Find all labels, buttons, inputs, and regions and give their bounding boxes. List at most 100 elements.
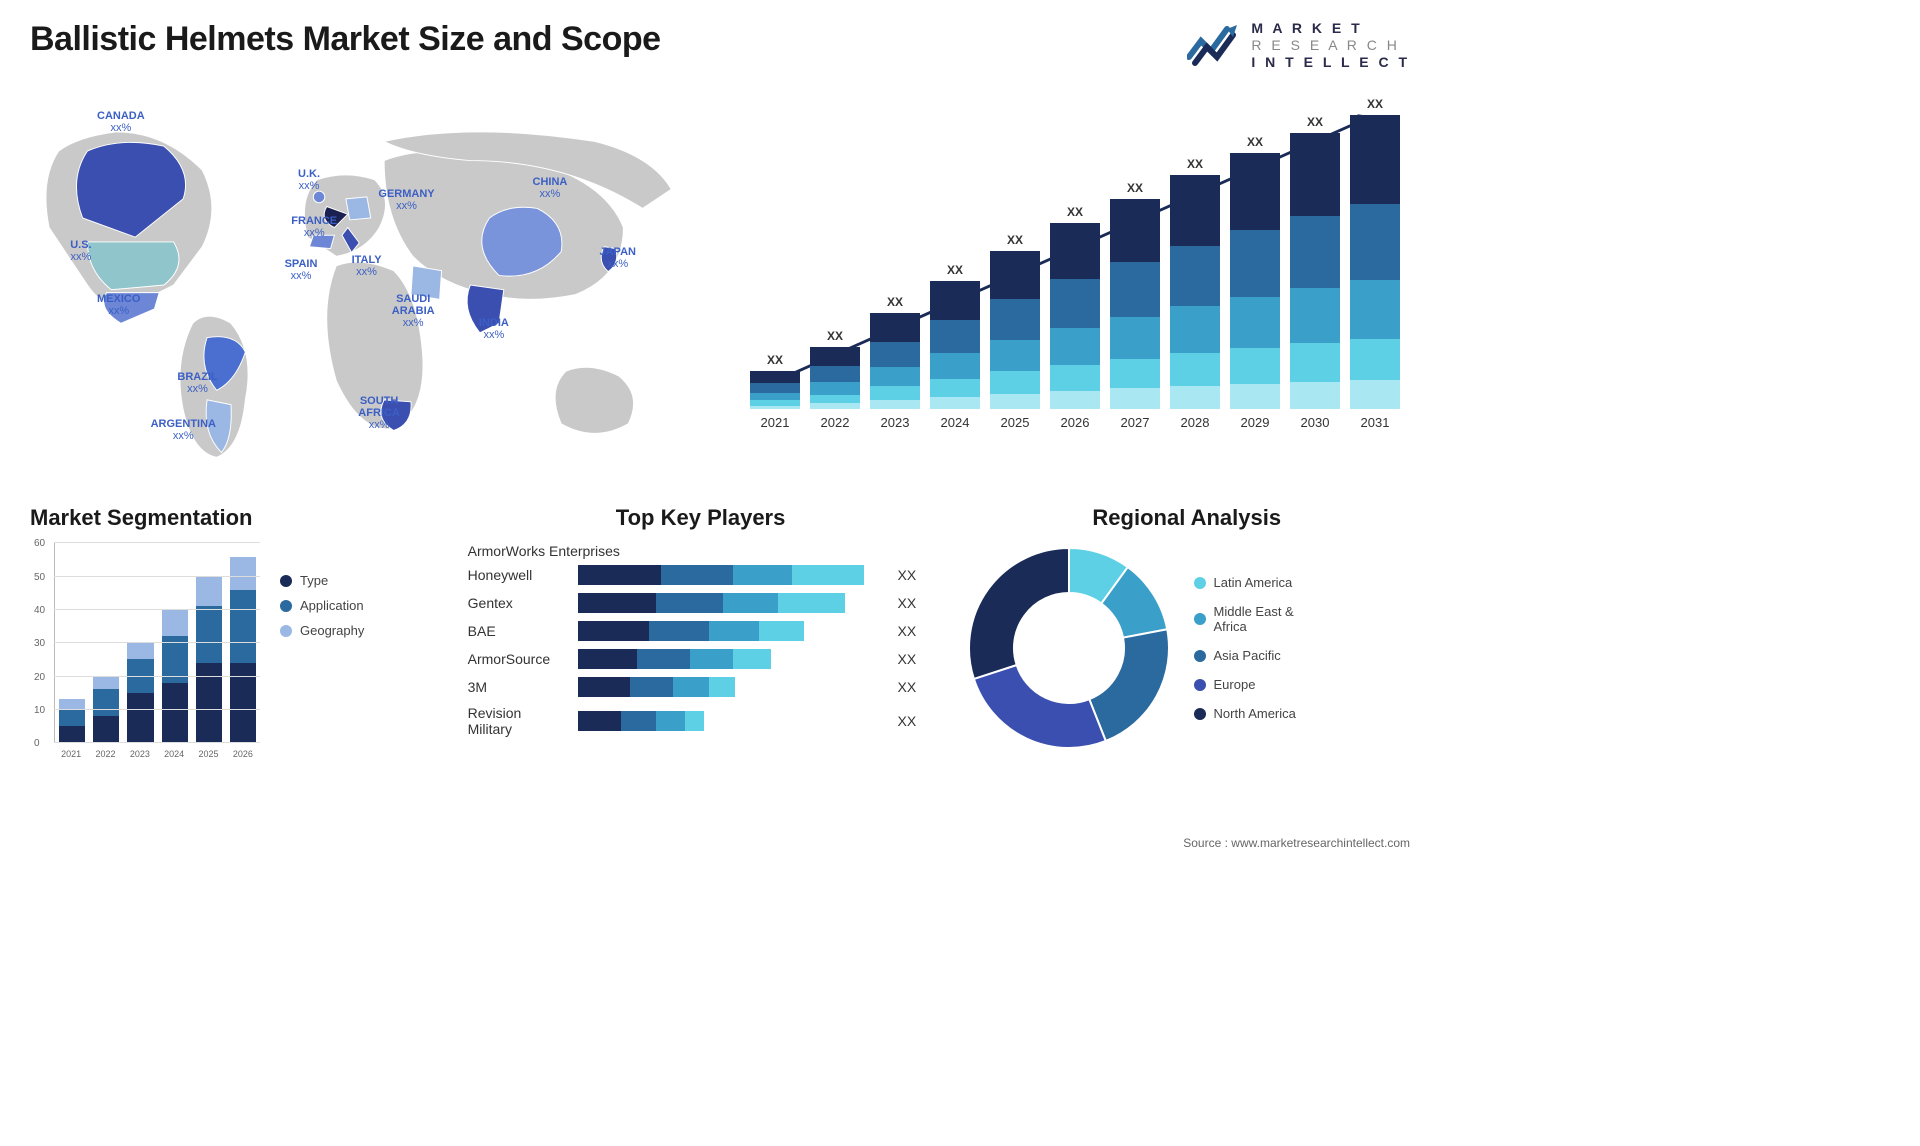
growth-bar-label: XX	[1187, 157, 1203, 171]
seg-legend-item: Geography	[280, 623, 364, 638]
kp-value: XX	[898, 679, 934, 695]
growth-year-label: 2028	[1181, 415, 1210, 430]
growth-year-label: 2031	[1361, 415, 1390, 430]
kp-value: XX	[898, 713, 934, 729]
kp-seg	[578, 711, 621, 731]
growth-seg	[870, 400, 920, 410]
map-uk	[313, 192, 324, 203]
growth-bar-stack	[1050, 223, 1100, 409]
growth-bar-stack	[1110, 199, 1160, 409]
growth-seg	[870, 367, 920, 386]
kp-seg	[578, 593, 657, 613]
kp-seg	[733, 649, 771, 669]
kp-bar	[578, 649, 888, 669]
growth-bar-stack	[810, 347, 860, 409]
kp-value: XX	[898, 651, 934, 667]
kp-seg	[656, 711, 685, 731]
growth-seg	[1290, 343, 1340, 382]
legend-dot-icon	[1194, 679, 1206, 691]
key-players-rows: HoneywellXX GentexXX BAE XX ArmorSource XX 3M X…	[468, 565, 934, 737]
logo-line1: M A R K E T	[1251, 20, 1410, 37]
growth-bar-label: XX	[1367, 97, 1383, 111]
growth-seg	[1110, 199, 1160, 262]
growth-bar-label: XX	[947, 263, 963, 277]
growth-seg	[930, 397, 980, 410]
kp-bar	[578, 621, 888, 641]
seg-xtick: 2021	[61, 749, 81, 759]
seg-ytick: 20	[34, 672, 45, 683]
growth-bar-label: XX	[1247, 135, 1263, 149]
kp-seg	[621, 711, 657, 731]
growth-bar-stack	[1170, 175, 1220, 409]
growth-bar-stack	[1230, 153, 1280, 409]
growth-seg	[1170, 175, 1220, 245]
growth-seg	[1050, 391, 1100, 410]
kp-name: 3M	[468, 679, 568, 695]
growth-bar-2027: XX2027	[1110, 181, 1160, 430]
kp-value: XX	[898, 623, 934, 639]
legend-label: Latin America	[1214, 575, 1293, 590]
seg-segment	[93, 676, 119, 689]
legend-dot-icon	[280, 625, 292, 637]
kp-name: BAE	[468, 623, 568, 639]
map-label-south-africa: SOUTHAFRICAxx%	[358, 395, 400, 431]
map-label-argentina: ARGENTINAxx%	[151, 418, 216, 442]
growth-bar-2028: XX 2028	[1170, 157, 1220, 430]
legend-label: Middle East &Africa	[1214, 604, 1294, 634]
growth-bar-stack	[1350, 115, 1400, 409]
growth-seg	[750, 406, 800, 410]
growth-seg	[1350, 115, 1400, 203]
legend-dot-icon	[1194, 708, 1206, 720]
kp-seg	[637, 649, 689, 669]
key-players-panel: Top Key Players ArmorWorks Enterprises H…	[468, 505, 934, 763]
growth-seg	[1290, 288, 1340, 343]
regional-legend: Latin AmericaMiddle East &AfricaAsia Pac…	[1194, 575, 1296, 721]
legend-dot-icon	[1194, 650, 1206, 662]
seg-gridline	[54, 742, 260, 743]
map-label-saudi-arabia: SAUDIARABIAxx%	[392, 293, 435, 329]
map-label-france: FRANCExx%	[291, 215, 337, 239]
growth-seg	[750, 393, 800, 401]
map-label-spain: SPAINxx%	[285, 258, 318, 282]
seg-segment	[230, 590, 256, 663]
segmentation-chart: 0102030405060202120222023202420252026	[30, 543, 260, 763]
growth-seg	[1230, 384, 1280, 410]
growth-bar-2031: XX 2031	[1350, 97, 1400, 430]
seg-ytick: 40	[34, 605, 45, 616]
regional-panel: Regional Analysis Latin AmericaMiddle Ea…	[964, 505, 1410, 763]
kp-value: XX	[898, 595, 934, 611]
growth-seg	[990, 371, 1040, 393]
seg-gridline	[54, 576, 260, 577]
regional-legend-item: Europe	[1194, 677, 1296, 692]
growth-bar-2025: XX2025	[990, 233, 1040, 430]
growth-seg	[1230, 297, 1280, 348]
seg-segment	[127, 643, 153, 660]
kp-row-gentex: GentexXX	[468, 593, 934, 613]
legend-dot-icon	[280, 600, 292, 612]
seg-xtick: 2024	[164, 749, 184, 759]
donut-slice-europe	[973, 665, 1105, 748]
seg-segment	[196, 663, 222, 743]
growth-year-label: 2026	[1061, 415, 1090, 430]
kp-seg	[709, 677, 735, 697]
legend-label: Europe	[1214, 677, 1256, 692]
legend-label: Geography	[300, 623, 364, 638]
regional-legend-item: North America	[1194, 706, 1296, 721]
growth-bars: XX2021XX2022XX2023XX2024XX2025XX2026XX20…	[740, 100, 1410, 430]
growth-seg	[1170, 246, 1220, 307]
growth-seg	[990, 394, 1040, 410]
kp-seg	[649, 621, 709, 641]
kp-seg	[630, 677, 673, 697]
growth-seg	[1050, 223, 1100, 279]
legend-label: Type	[300, 573, 328, 588]
growth-bar-label: XX	[1007, 233, 1023, 247]
kp-row-3m: 3M XX	[468, 677, 934, 697]
logo-line3: I N T E L L E C T	[1251, 54, 1410, 71]
kp-seg	[733, 565, 793, 585]
kp-row-honeywell: HoneywellXX	[468, 565, 934, 585]
growth-bar-stack	[870, 313, 920, 409]
regional-legend-item: Middle East &Africa	[1194, 604, 1296, 634]
kp-name: ArmorSource	[468, 651, 568, 667]
logo-text: M A R K E T R E S E A R C H I N T E L L …	[1251, 20, 1410, 70]
growth-bar-label: XX	[767, 353, 783, 367]
